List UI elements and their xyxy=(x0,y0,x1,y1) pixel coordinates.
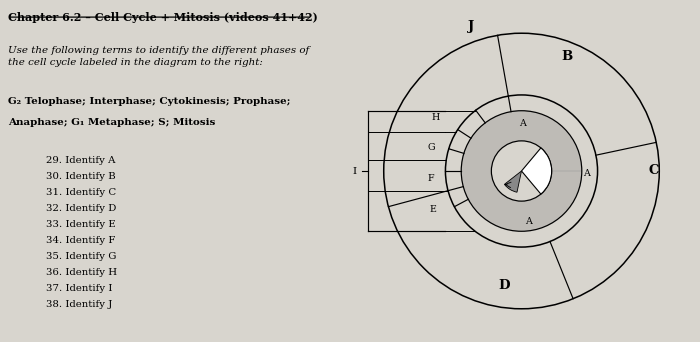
Text: 37. Identify I: 37. Identify I xyxy=(46,284,112,293)
Text: E: E xyxy=(429,205,436,214)
Text: C: C xyxy=(648,165,659,177)
Text: 35. Identify G: 35. Identify G xyxy=(46,252,116,261)
Text: 31. Identify C: 31. Identify C xyxy=(46,188,116,197)
Polygon shape xyxy=(461,111,582,231)
Text: H: H xyxy=(431,114,440,122)
Text: 36. Identify H: 36. Identify H xyxy=(46,268,117,277)
Text: 29. Identify A: 29. Identify A xyxy=(46,156,115,165)
Text: B: B xyxy=(562,50,573,63)
Text: D: D xyxy=(498,279,510,292)
Text: Chapter 6.2 – Cell Cycle + Mitosis (videos 41+42): Chapter 6.2 – Cell Cycle + Mitosis (vide… xyxy=(8,12,318,23)
Text: Use the following terms to identify the different phases of
the cell cycle label: Use the following terms to identify the … xyxy=(8,46,309,67)
Text: J: J xyxy=(468,19,475,32)
Text: 30. Identify B: 30. Identify B xyxy=(46,172,115,181)
Text: 33. Identify E: 33. Identify E xyxy=(46,220,116,229)
Text: F: F xyxy=(428,174,435,183)
Text: G: G xyxy=(427,143,435,152)
Text: 34. Identify F: 34. Identify F xyxy=(46,236,115,245)
Text: A: A xyxy=(525,217,532,226)
Text: 32. Identify D: 32. Identify D xyxy=(46,204,116,213)
Text: 38. Identify J: 38. Identify J xyxy=(46,300,112,309)
Text: A: A xyxy=(519,119,526,128)
Text: G₂ Telophase; Interphase; Cytokinesis; Prophase;: G₂ Telophase; Interphase; Cytokinesis; P… xyxy=(8,97,291,106)
Text: I: I xyxy=(352,167,356,175)
Text: A: A xyxy=(582,169,589,179)
Wedge shape xyxy=(522,148,552,194)
Wedge shape xyxy=(505,171,522,192)
Text: Anaphase; G₁ Metaphase; S; Mitosis: Anaphase; G₁ Metaphase; S; Mitosis xyxy=(8,118,216,127)
